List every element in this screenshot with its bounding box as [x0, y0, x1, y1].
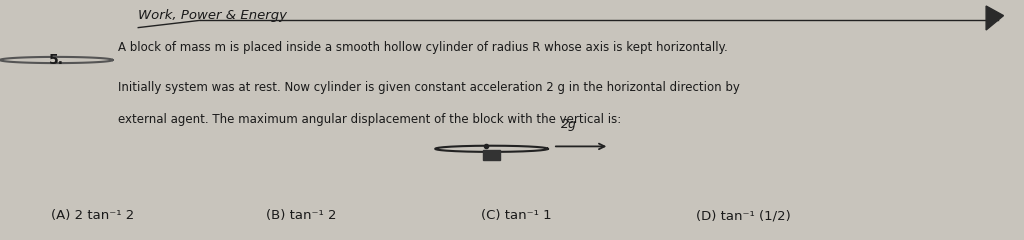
Text: external agent. The maximum angular displacement of the block with the vertical : external agent. The maximum angular disp… — [118, 114, 621, 126]
Text: 2g: 2g — [561, 118, 578, 131]
Text: 5.: 5. — [49, 53, 63, 67]
Text: (D) tan⁻¹ (1/2): (D) tan⁻¹ (1/2) — [696, 210, 792, 222]
Text: Work, Power & Energy: Work, Power & Energy — [138, 9, 288, 22]
Text: A block of mass m is placed inside a smooth hollow cylinder of radius R whose ax: A block of mass m is placed inside a smo… — [118, 42, 727, 54]
Polygon shape — [986, 6, 1004, 30]
Text: (C) tan⁻¹ 1: (C) tan⁻¹ 1 — [481, 210, 552, 222]
Text: Initially system was at rest. Now cylinder is given constant acceleration 2 g in: Initially system was at rest. Now cylind… — [118, 81, 739, 94]
Text: (A) 2 tan⁻¹ 2: (A) 2 tan⁻¹ 2 — [51, 210, 134, 222]
Text: (B) tan⁻¹ 2: (B) tan⁻¹ 2 — [266, 210, 337, 222]
Polygon shape — [483, 150, 500, 160]
